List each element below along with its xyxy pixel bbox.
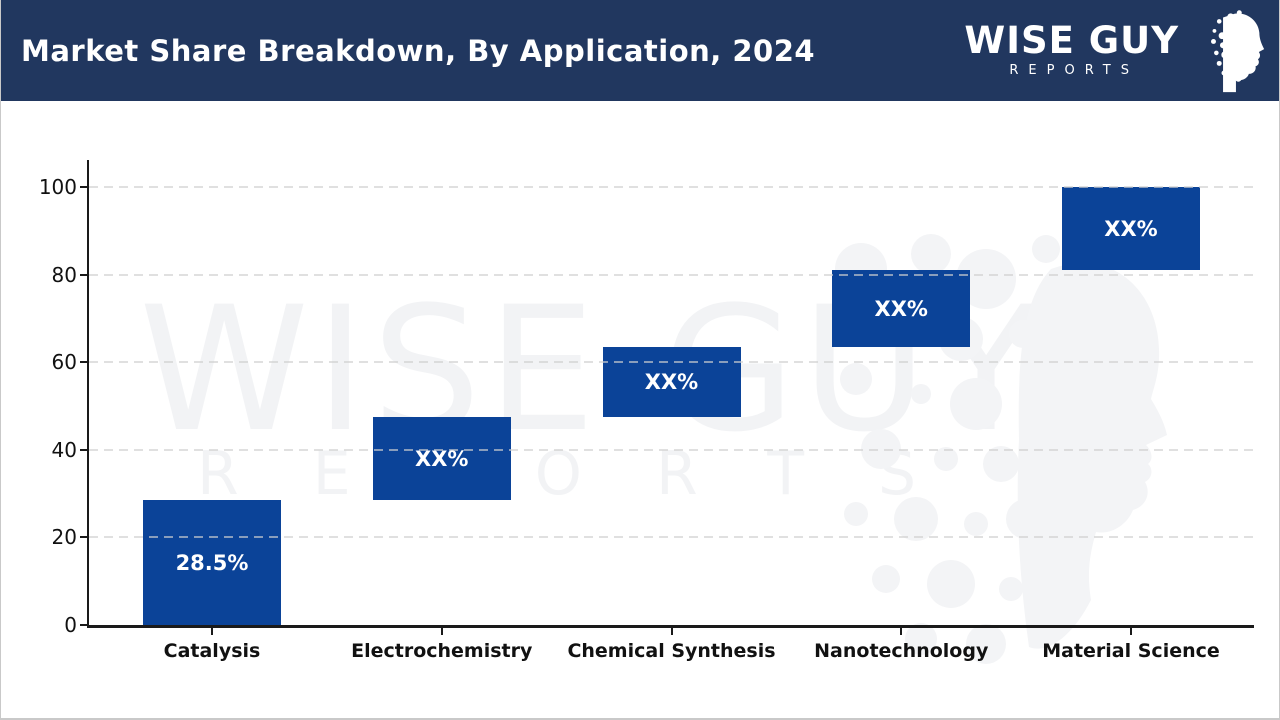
y-tick-label-80: 80: [51, 262, 77, 287]
x-category-label-catalysis: Catalysis: [163, 640, 261, 662]
gridline-80: [89, 273, 1254, 276]
y-tick-40: [80, 448, 87, 451]
chart-title: Market Share Breakdown, By Application, …: [21, 33, 816, 68]
y-axis: [87, 160, 89, 628]
bar-nanotechnology: [832, 270, 971, 347]
y-tick-label-0: 0: [64, 613, 77, 637]
y-tick-label-100: 100: [38, 175, 77, 199]
logo-text: WISE GUY REPORTS: [964, 18, 1179, 80]
gridline-40: [89, 448, 1254, 451]
bar-value-label-chemical-synthesis: XX%: [644, 369, 699, 394]
x-category-label-nanotechnology: Nanotechnology: [814, 640, 989, 662]
x-category-label-chemical-synthesis: Chemical Synthesis: [567, 640, 776, 662]
y-tick-label-20: 20: [51, 525, 77, 550]
watermark-head-icon: [835, 234, 1167, 664]
logo-subtitle: REPORTS: [1009, 62, 1139, 78]
y-tick-80: [80, 273, 87, 276]
y-tick-label-60: 60: [51, 350, 77, 375]
x-axis: [87, 625, 1254, 628]
x-tick-catalysis: [211, 628, 213, 635]
bar-electrochemistry: [372, 416, 511, 501]
x-category-label-material-science: Material Science: [1042, 640, 1220, 662]
y-tick-60: [80, 361, 87, 364]
bar-catalysis: [143, 500, 281, 625]
y-tick-20: [80, 536, 87, 539]
bar-value-label-material-science: XX%: [1104, 216, 1158, 241]
header-bar: Market Share Breakdown, By Application, …: [1, 0, 1279, 101]
bar-chemical-synthesis: [602, 346, 741, 417]
bar-material-science: [1062, 187, 1200, 271]
gridline-20: [89, 536, 1254, 539]
logo-head-icon: [1211, 9, 1265, 92]
logo-wordmark: WISE GUY: [964, 18, 1179, 62]
y-tick-100: [80, 186, 87, 188]
bar-value-label-electrochemistry: XX%: [415, 446, 469, 471]
x-tick-nanotechnology: [900, 628, 903, 635]
gridline-100: [89, 186, 1254, 188]
x-tick-electrochemistry: [440, 628, 443, 635]
chart-area: WISE GUY REPORTS 0 20 40 60 80 100 28.5% Cataly…: [1, 101, 1279, 718]
x-tick-material-science: [1130, 628, 1132, 635]
bar-value-label-catalysis: 28.5%: [175, 550, 249, 575]
y-tick-0: [80, 624, 87, 626]
x-tick-chemical-synthesis: [670, 628, 673, 635]
bar-value-label-nanotechnology: XX%: [874, 296, 928, 321]
y-tick-label-40: 40: [51, 437, 77, 462]
wise-guy-reports-logo: WISE GUY REPORTS: [964, 8, 1267, 94]
x-category-label-electrochemistry: Electrochemistry: [351, 640, 533, 662]
gridline-60: [89, 361, 1254, 364]
